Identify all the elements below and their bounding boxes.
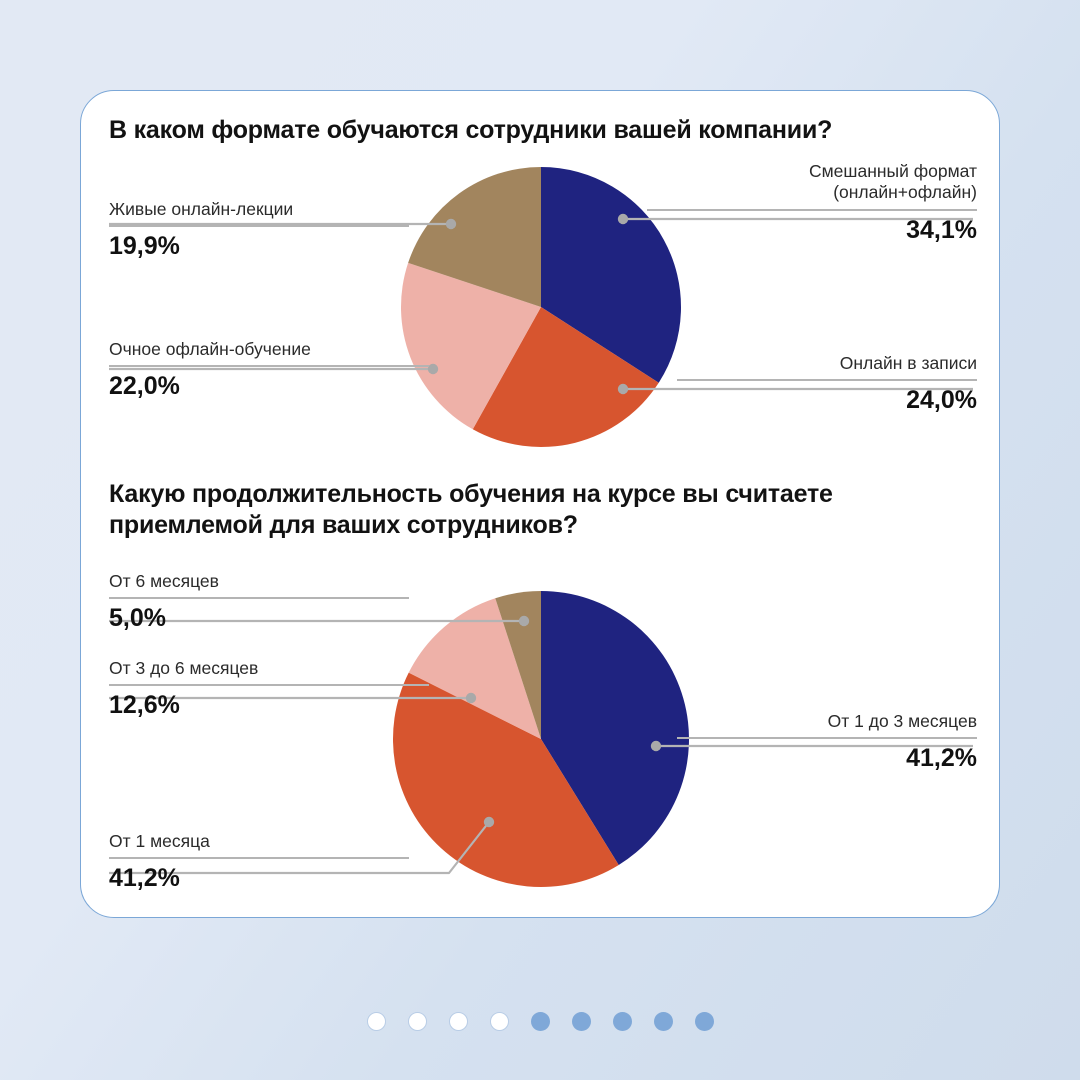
pagination-dot-6[interactable] (571, 1012, 591, 1031)
callout-value: 19,9% (109, 232, 180, 261)
callout-caption: Очное офлайн-обучение (109, 339, 311, 359)
pie-slice-1 (472, 307, 659, 448)
pagination-dot-7[interactable] (612, 1012, 632, 1031)
pagination-dots[interactable] (0, 1012, 1080, 1031)
leader-dot-2 (427, 363, 439, 375)
callout-from-3-to-6-months: От 3 до 6 месяцев 12,6% (109, 658, 429, 720)
callout-rule (677, 379, 977, 382)
leader-dot-3 (518, 615, 530, 627)
callout-rule (109, 597, 409, 600)
callout-caption: От 3 до 6 месяцев (109, 658, 259, 678)
callout-value: 24,0% (906, 386, 977, 415)
callout-rule (109, 684, 429, 687)
callout-value: 12,6% (109, 691, 180, 720)
callout-from-1-to-3-months: От 1 до 3 месяцев 41,2% (677, 711, 977, 773)
pagination-dot-4[interactable] (489, 1012, 509, 1031)
slide-card: В каком формате обучаются сотрудники ваш… (80, 90, 1000, 918)
callout-from-1-month: От 1 месяца 41,2% (109, 831, 409, 893)
callout-value: 5,0% (109, 604, 166, 633)
pagination-dot-9[interactable] (694, 1012, 714, 1031)
callout-caption: Живые онлайн-лекции (109, 199, 294, 219)
callout-rule (109, 225, 409, 228)
callout-caption: Смешанный формат (онлайн+офлайн) (809, 161, 977, 203)
callout-value: 41,2% (906, 744, 977, 773)
callout-caption: От 1 до 3 месяцев (827, 711, 977, 731)
callout-value: 41,2% (109, 864, 180, 893)
callout-caption: Онлайн в записи (839, 353, 977, 373)
callout-value: 34,1% (906, 215, 977, 244)
pie-slice-0 (541, 591, 690, 865)
pie-slice-3 (408, 167, 541, 307)
pagination-dot-1[interactable] (366, 1012, 386, 1031)
callout-rule (109, 365, 429, 368)
callout-rule (109, 857, 409, 860)
callout-live-online-lectures: Живые онлайн-лекции 19,9% (109, 199, 409, 261)
pagination-dot-5[interactable] (530, 1012, 550, 1031)
leader-dot-1 (617, 383, 629, 395)
callout-online-recorded: Онлайн в записи 24,0% (677, 353, 977, 415)
pagination-dot-8[interactable] (653, 1012, 673, 1031)
pie-slice-3 (495, 591, 541, 739)
callout-from-6-months: От 6 месяцев 5,0% (109, 571, 409, 633)
leader-dot-0 (617, 213, 629, 225)
leader-dot-3 (445, 218, 457, 230)
leader-dot-0 (650, 740, 662, 752)
callout-offline-in-person: Очное офлайн-обучение 22,0% (109, 339, 429, 401)
callout-rule (677, 737, 977, 740)
callout-caption: От 6 месяцев (109, 571, 219, 591)
leader-dot-1 (483, 816, 495, 828)
callout-value: 22,0% (109, 372, 180, 401)
chart-2-title: Какую продолжительность обучения на курс… (109, 480, 833, 540)
leader-dot-2 (465, 692, 477, 704)
pagination-dot-2[interactable] (407, 1012, 427, 1031)
pagination-dot-3[interactable] (448, 1012, 468, 1031)
callout-blended-format: Смешанный формат (онлайн+офлайн) 34,1% (647, 161, 977, 245)
callout-rule (647, 208, 977, 211)
chart-1-title: В каком формате обучаются сотрудники ваш… (109, 116, 833, 144)
callout-caption: От 1 месяца (109, 831, 210, 851)
